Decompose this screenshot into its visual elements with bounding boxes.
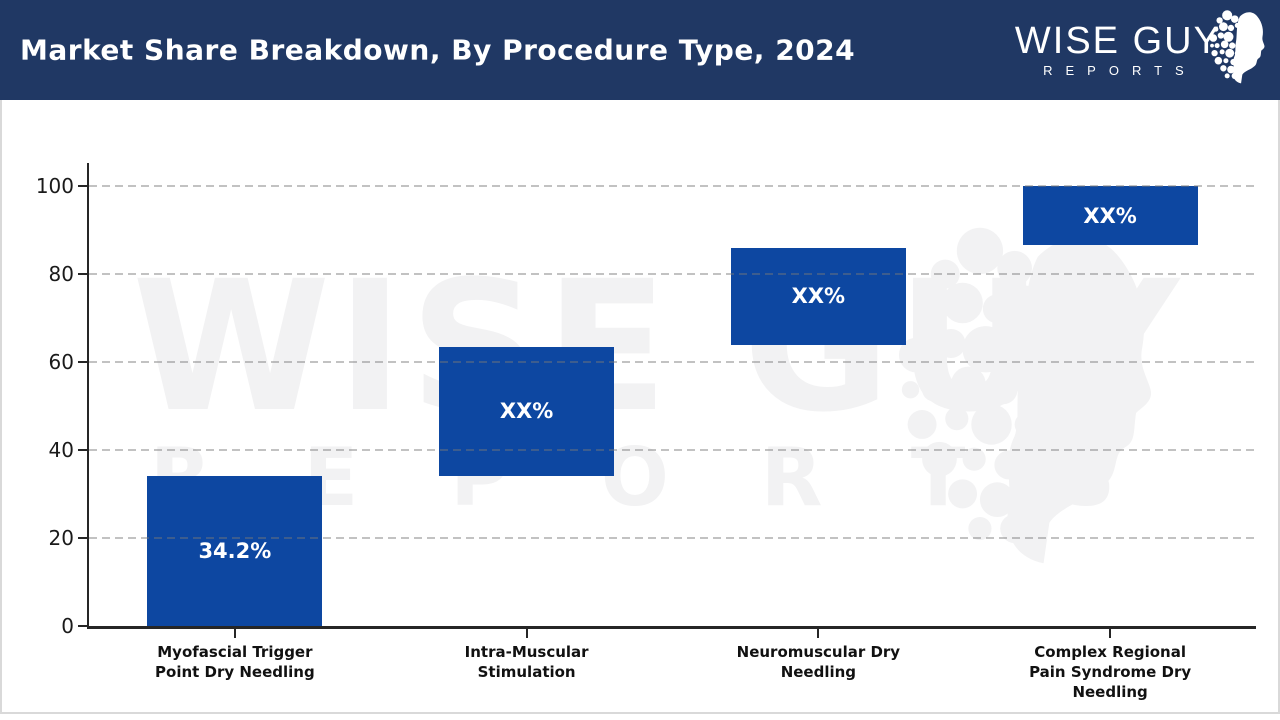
logo-wordmark-block: WISE GUY REPORTS (1015, 22, 1221, 78)
bar-value-label: XX% (791, 284, 846, 308)
y-tick-label: 20 (48, 526, 74, 550)
x-axis-category-label: Myofascial Trigger Point Dry Needling (100, 642, 370, 682)
x-axis-tick (817, 629, 819, 638)
x-axis-category-line: Intra-Muscular (464, 643, 589, 661)
x-axis-category-line: Stimulation (477, 663, 576, 681)
gridline (89, 449, 1256, 451)
x-axis-category-line: Myofascial Trigger (157, 643, 313, 661)
y-axis-tick (78, 625, 87, 627)
y-axis-tick (78, 537, 87, 539)
x-axis-category-label: Intra-Muscular Stimulation (392, 642, 662, 682)
page-title: Market Share Breakdown, By Procedure Typ… (20, 33, 856, 67)
gridline (89, 185, 1256, 187)
x-axis-category-line: Needling (780, 663, 857, 681)
bar-value-label: 34.2% (198, 538, 272, 563)
watermark-head-dots-icon (887, 222, 1177, 598)
gridline (89, 273, 1256, 275)
logo-head-dots-icon (1207, 9, 1270, 91)
bar-segment (439, 347, 614, 476)
bar-segment (147, 476, 322, 626)
x-axis-tick (526, 629, 528, 638)
logo-subtext: REPORTS (1043, 63, 1197, 78)
y-axis-line (87, 163, 89, 628)
y-tick-label: 100 (35, 174, 74, 198)
bar-segment (1023, 186, 1198, 245)
bar-segment (731, 248, 906, 345)
x-axis-category-line: Needling (1072, 683, 1148, 701)
x-axis-line (87, 626, 1256, 629)
y-tick-label: 80 (48, 262, 74, 286)
y-axis-tick (78, 273, 87, 275)
y-axis-tick (78, 361, 87, 363)
bar-value-label: XX% (1083, 203, 1137, 228)
x-axis-tick (1109, 629, 1111, 638)
chart-canvas: WISE GUY REPORTS 0 20 40 60 80 100 34.2% Myofas… (0, 100, 1280, 714)
y-tick-label: 0 (61, 614, 74, 638)
x-axis-category-line: Neuromuscular Dry (736, 643, 901, 661)
x-axis-tick (234, 629, 236, 638)
x-axis-category-label: Complex Regional Pain Syndrome Dry Needlin… (975, 642, 1245, 702)
gridline (89, 361, 1256, 363)
gridline (89, 537, 1256, 539)
x-axis-category-line: Pain Syndrome Dry (1029, 663, 1192, 681)
logo-wordmark: WISE GUY (1014, 20, 1221, 62)
x-axis-category-label: Neuromuscular Dry Needling (683, 642, 953, 682)
y-axis-tick (78, 185, 87, 187)
header-bar: Market Share Breakdown, By Procedure Typ… (0, 0, 1280, 100)
bar-value-label: XX% (499, 399, 554, 424)
x-axis-category-line: Point Dry Needling (155, 663, 315, 681)
y-axis-tick (78, 449, 87, 451)
brand-logo: WISE GUY REPORTS (1015, 6, 1270, 94)
x-axis-category-line: Complex Regional (1034, 643, 1186, 661)
y-tick-label: 60 (48, 350, 74, 374)
y-tick-label: 40 (48, 438, 74, 462)
